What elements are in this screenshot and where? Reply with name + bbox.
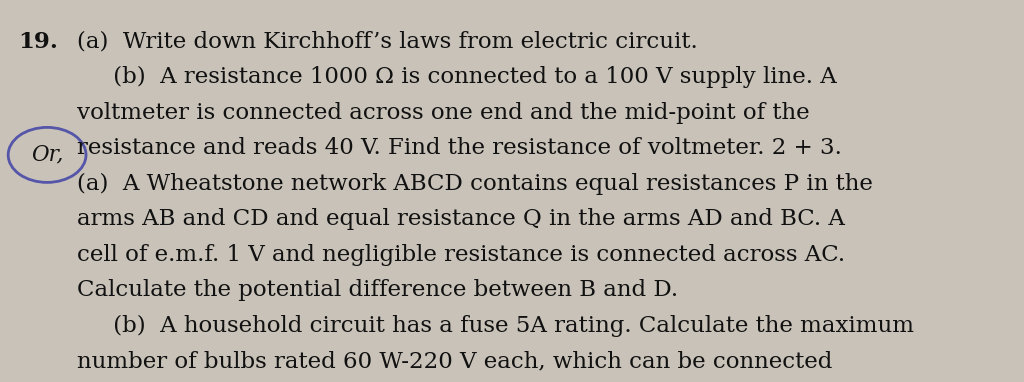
- Text: cell of e.m.f. 1 V and negligible resistance is connected across AC.: cell of e.m.f. 1 V and negligible resist…: [77, 244, 845, 266]
- Text: resistance and reads 40 V. Find the resistance of voltmeter. 2 + 3.: resistance and reads 40 V. Find the resi…: [77, 137, 842, 159]
- Text: (b)  A resistance 1000 Ω is connected to a 100 V supply line. A: (b) A resistance 1000 Ω is connected to …: [77, 66, 837, 88]
- Text: voltmeter is connected across one end and the mid-point of the: voltmeter is connected across one end an…: [77, 102, 809, 124]
- Text: (a)  A Wheatstone network ABCD contains equal resistances P in the: (a) A Wheatstone network ABCD contains e…: [77, 173, 872, 195]
- Text: number of bulbs rated 60 W-220 V each, which can be connected: number of bulbs rated 60 W-220 V each, w…: [77, 350, 833, 372]
- Text: Calculate the potential difference between B and D.: Calculate the potential difference betwe…: [77, 279, 678, 301]
- Text: arms AB and CD and equal resistance Q in the arms AD and BC. A: arms AB and CD and equal resistance Q in…: [77, 208, 845, 230]
- Text: Or,: Or,: [31, 144, 63, 166]
- Text: 19.: 19.: [18, 31, 58, 53]
- Text: (a)  Write down Kirchhoff’s laws from electric circuit.: (a) Write down Kirchhoff’s laws from ele…: [77, 31, 697, 53]
- Text: (b)  A household circuit has a fuse 5A rating. Calculate the maximum: (b) A household circuit has a fuse 5A ra…: [77, 315, 913, 337]
